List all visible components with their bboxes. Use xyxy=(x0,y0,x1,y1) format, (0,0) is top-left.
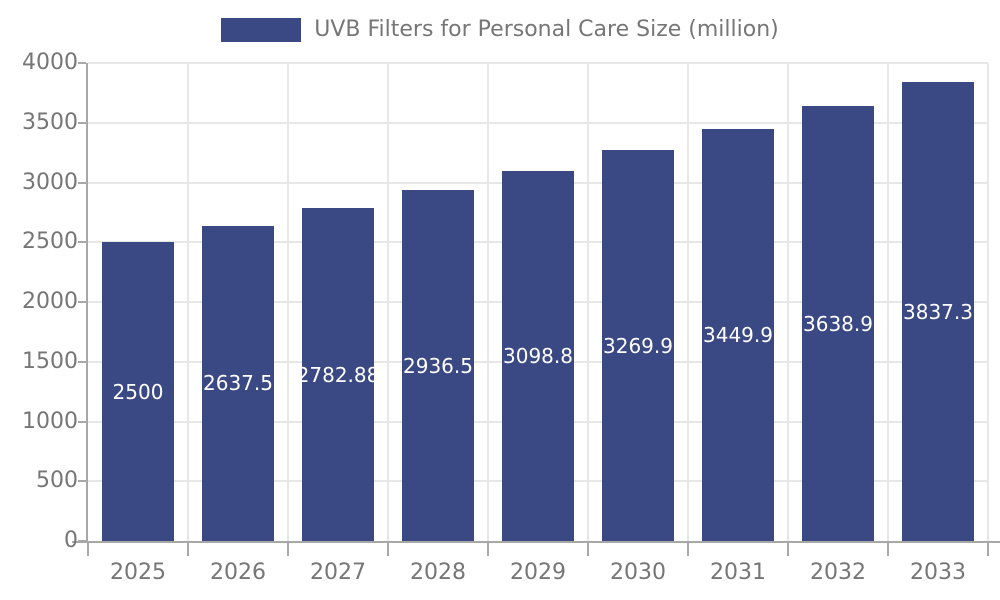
bar-value-label-2025: 2500 xyxy=(112,379,164,404)
bar-2033: 3837.3 xyxy=(902,82,974,541)
bar-2030: 3269.9 xyxy=(602,150,674,541)
x-tick-label-2032: 2032 xyxy=(810,560,866,585)
y-tick-1500 xyxy=(78,360,86,363)
bar-value-label-2029: 3098.8 xyxy=(503,343,573,368)
v-gridline-8 xyxy=(887,63,889,541)
y-tick-label-2000: 2000 xyxy=(22,289,78,314)
y-tick-label-1500: 1500 xyxy=(22,348,78,374)
x-tick-8 xyxy=(887,543,889,556)
x-tick-7 xyxy=(787,543,789,556)
x-tick-label-2028: 2028 xyxy=(410,560,466,585)
bar-2029: 3098.8 xyxy=(502,170,574,541)
v-gridline-6 xyxy=(687,63,689,541)
y-tick-label-1000: 1000 xyxy=(22,408,78,434)
y-tick-1000 xyxy=(78,420,86,423)
y-tick-500 xyxy=(78,480,86,483)
y-tick-label-0: 0 xyxy=(64,528,78,553)
v-gridline-4 xyxy=(487,63,489,541)
x-tick-4 xyxy=(487,543,489,556)
x-tick-label-2027: 2027 xyxy=(310,560,366,585)
v-gridline-5 xyxy=(587,63,589,541)
bar-2026: 2637.5 xyxy=(202,225,274,541)
x-tick-label-2033: 2033 xyxy=(910,560,966,585)
v-gridline-3 xyxy=(387,63,389,541)
x-axis-line xyxy=(72,541,1000,543)
legend: UVB Filters for Personal Care Size (mill… xyxy=(0,17,1000,42)
x-tick-3 xyxy=(387,543,389,556)
x-tick-0 xyxy=(87,543,89,556)
bar-2031: 3449.9 xyxy=(702,128,774,541)
y-tick-2000 xyxy=(78,301,86,303)
x-tick-2 xyxy=(287,543,289,556)
legend-label: UVB Filters for Personal Care Size (mill… xyxy=(314,17,779,42)
bar-value-label-2030: 3269.9 xyxy=(603,333,673,358)
bar-2027: 2782.88 xyxy=(297,208,379,541)
v-gridline-7 xyxy=(787,63,789,541)
h-gridline-3500 xyxy=(88,121,988,124)
v-gridline-2 xyxy=(287,63,289,541)
legend-swatch xyxy=(221,17,302,42)
bar-value-label-2027: 2782.88 xyxy=(296,362,380,387)
bar-value-label-2028: 2936.5 xyxy=(403,353,473,378)
bar-value-label-2032: 3638.9 xyxy=(803,311,873,336)
bar-2032: 3638.9 xyxy=(802,106,874,541)
plot-area: 2500 2637.5 2782.88 2936.5 3098.8 3269.9 3449.… xyxy=(72,62,1000,556)
y-tick-label-2500: 2500 xyxy=(22,229,78,255)
y-tick-label-3000: 3000 xyxy=(22,169,78,195)
x-tick-label-2030: 2030 xyxy=(610,560,666,585)
bar-2028: 2936.5 xyxy=(402,190,474,541)
x-tick-label-2026: 2026 xyxy=(210,560,266,585)
y-tick-label-3500: 3500 xyxy=(22,109,78,135)
bar-value-label-2031: 3449.9 xyxy=(703,322,773,347)
y-tick-label-500: 500 xyxy=(36,468,78,494)
x-tick-label-2031: 2031 xyxy=(710,560,766,585)
v-gridline-1 xyxy=(187,63,189,541)
x-tick-5 xyxy=(587,543,589,556)
bar-value-label-2033: 3837.3 xyxy=(903,299,973,324)
y-tick-2500 xyxy=(78,241,86,244)
v-gridline-9 xyxy=(987,63,989,541)
x-tick-label-2025: 2025 xyxy=(110,560,166,585)
x-tick-9 xyxy=(987,543,989,556)
y-tick-3000 xyxy=(78,181,86,184)
y-tick-4000 xyxy=(78,62,86,64)
y-tick-3500 xyxy=(78,121,86,124)
y-axis-line xyxy=(86,63,88,543)
y-tick-label-4000: 4000 xyxy=(22,50,78,75)
x-tick-label-2029: 2029 xyxy=(510,560,566,585)
y-tick-0 xyxy=(78,540,86,542)
bar-value-label-2026: 2637.5 xyxy=(203,371,273,396)
bar-2025: 2500 xyxy=(102,242,174,541)
x-tick-1 xyxy=(187,543,189,556)
x-tick-6 xyxy=(687,543,689,556)
h-gridline-4000 xyxy=(88,62,988,64)
